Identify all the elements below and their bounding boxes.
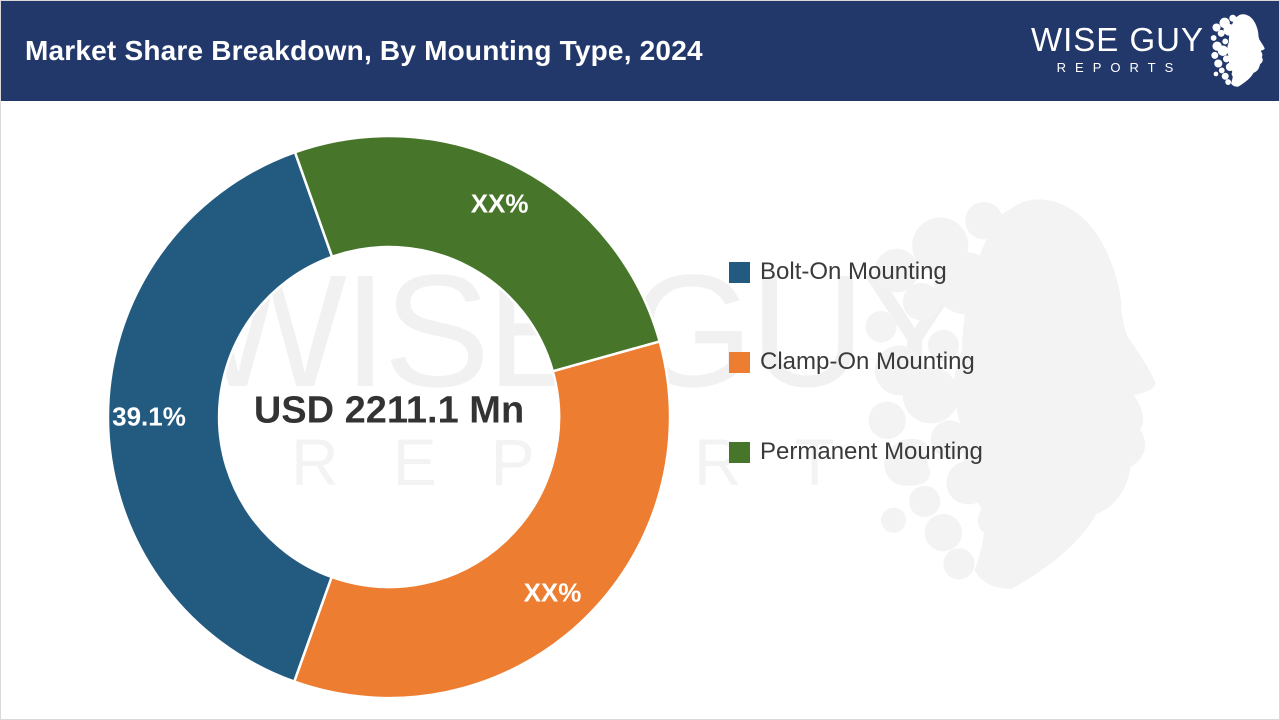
donut-slice-permanent-mounting xyxy=(293,134,661,373)
donut-slice-bolt-on-mounting xyxy=(106,150,334,683)
legend-item-permanent: Permanent Mounting xyxy=(729,438,983,466)
header-bar: Market Share Breakdown, By Mounting Type… xyxy=(1,1,1279,101)
legend-item-bolt-on: Bolt-On Mounting xyxy=(729,258,983,286)
logo-wordmark: WISE GUY xyxy=(1030,21,1204,59)
wiseguy-logo: WISE GUY REPORTS xyxy=(1031,11,1267,87)
page-title: Market Share Breakdown, By Mounting Type… xyxy=(25,35,703,66)
legend-label-bolt-on: Bolt-On Mounting xyxy=(760,258,947,285)
donut-slice-clamp-on-mounting xyxy=(293,340,672,700)
legend-item-clamp-on: Clamp-On Mounting xyxy=(729,348,983,376)
logo-text: WISE GUY REPORTS xyxy=(1031,23,1204,75)
chart-legend: Bolt-On Mounting Clamp-On Mounting Perma… xyxy=(729,258,983,466)
legend-swatch-permanent xyxy=(729,441,750,463)
legend-swatch-bolt-on xyxy=(729,261,750,283)
legend-label-clamp-on: Clamp-On Mounting xyxy=(760,348,975,375)
legend-label-permanent: Permanent Mounting xyxy=(760,438,983,465)
logo-face-icon xyxy=(1210,14,1265,87)
logo-subtitle: REPORTS xyxy=(1056,59,1183,75)
chart-center-value: USD 2211.1 Mn xyxy=(253,389,525,432)
legend-swatch-clamp-on xyxy=(729,351,750,373)
